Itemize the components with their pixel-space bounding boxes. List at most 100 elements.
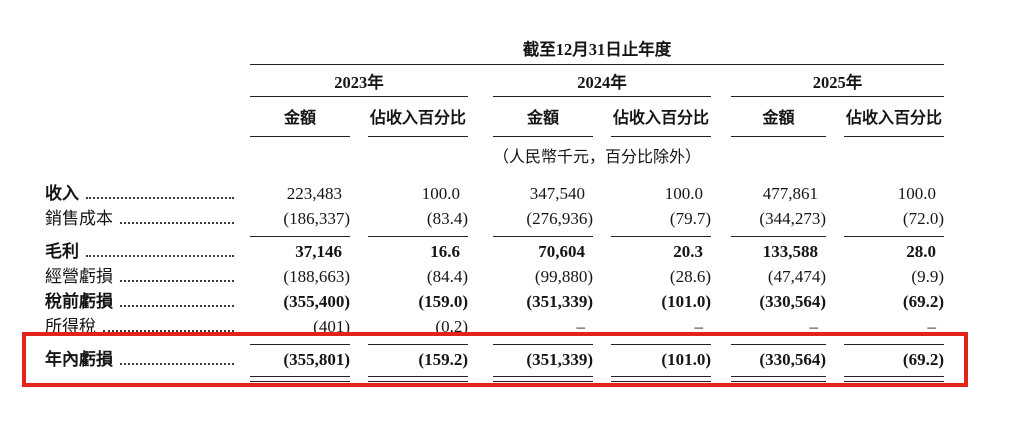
value-cell: (186,337) xyxy=(283,209,350,229)
value-cell: 477,861 xyxy=(762,184,818,204)
value-cell: – xyxy=(927,317,937,337)
value-cell: – xyxy=(694,317,704,337)
value-cell: 28.0 xyxy=(906,242,936,262)
value-cell: 100.0 xyxy=(897,184,936,204)
double-table-rule xyxy=(493,376,593,382)
value-cell: (401) xyxy=(313,317,350,337)
dot-leader xyxy=(120,362,234,366)
value-cell: 223,483 xyxy=(286,184,342,204)
column-gap xyxy=(468,97,493,138)
column-gap xyxy=(468,65,493,97)
value-cell: 20.3 xyxy=(673,242,703,262)
value-cell: (72.0) xyxy=(902,209,944,229)
double-table-rule xyxy=(611,376,711,382)
dot-leader xyxy=(120,304,234,308)
row-operating-loss: 經營虧損 (188,663) (84.4) (99,880) (28.6) (4… xyxy=(45,262,944,287)
value-cell: (159.0) xyxy=(418,292,468,312)
row-revenue: 收入 223,483 100.0 347,540 100.0 477,861 1… xyxy=(45,179,944,204)
value-cell: – xyxy=(809,317,819,337)
row-label: 毛利 xyxy=(45,242,79,262)
value-cell: (330,564) xyxy=(759,350,826,370)
value-cell: (28.6) xyxy=(669,267,711,287)
double-table-rule xyxy=(844,376,944,382)
value-cell: (351,339) xyxy=(526,292,593,312)
unit-note-row: （人民幣千元，百分比除外） xyxy=(45,137,944,167)
row-label: 經營虧損 xyxy=(45,267,113,287)
table-rule xyxy=(493,340,593,345)
table-rule xyxy=(368,340,468,345)
percent-header-2023: 佔收入百分比 xyxy=(368,110,468,137)
double-table-rule xyxy=(250,376,350,382)
table-rule xyxy=(731,340,826,345)
value-cell: (159.2) xyxy=(418,350,468,370)
dot-leader xyxy=(120,221,234,225)
value-cell: (351,339) xyxy=(526,350,593,370)
row-loss-before-tax: 稅前虧損 (355,400) (159.0) (351,339) (101.0)… xyxy=(45,287,944,312)
value-cell: (355,400) xyxy=(283,292,350,312)
value-cell: (69.2) xyxy=(902,350,944,370)
row-gross-profit: 毛利 37,146 16.6 70,604 20.3 133,588 28.0 xyxy=(45,237,944,262)
table-rule xyxy=(368,232,468,237)
value-cell: (83.4) xyxy=(426,209,468,229)
value-cell: 347,540 xyxy=(529,184,585,204)
dot-leader xyxy=(86,254,234,258)
value-cell: (84.4) xyxy=(426,267,468,287)
dot-leader xyxy=(120,279,234,283)
table-rule xyxy=(731,232,826,237)
amount-header-2024: 金額 xyxy=(493,110,593,137)
row-income-tax: 所得稅 (401) (0.2) – – – – xyxy=(45,312,944,337)
dot-leader xyxy=(86,196,234,200)
amount-header-2023: 金額 xyxy=(250,110,350,137)
period-header-row: 截至12月31日止年度 xyxy=(45,26,944,65)
row-loss-for-year: 年內虧損 (355,801) (159.2) (351,339) (101.0)… xyxy=(45,345,944,370)
percent-header-2025: 佔收入百分比 xyxy=(844,110,944,137)
percent-header-2024: 佔收入百分比 xyxy=(611,110,711,137)
year-header-row: 2023年 2024年 2025年 xyxy=(45,64,944,97)
subheader-row: 金額 佔收入百分比 金額 佔收入百分比 金額 佔收入百分比 xyxy=(45,97,944,138)
dot-leader xyxy=(103,329,234,333)
value-cell: (0.2) xyxy=(435,317,468,337)
table-rule xyxy=(250,232,350,237)
value-cell: (276,936) xyxy=(526,209,593,229)
value-cell: (101.0) xyxy=(661,292,711,312)
column-gap xyxy=(711,97,731,138)
unit-note: （人民幣千元，百分比除外） xyxy=(492,148,701,166)
table-rule xyxy=(844,340,944,345)
year-2023-header: 2023年 xyxy=(250,64,468,97)
table-rule xyxy=(611,232,711,237)
value-cell: (99,880) xyxy=(534,267,593,287)
column-gap xyxy=(711,65,731,97)
total-rule-row xyxy=(45,337,944,345)
value-cell: 70,604 xyxy=(538,242,585,262)
year-2025-header: 2025年 xyxy=(731,64,944,97)
row-label: 收入 xyxy=(45,184,79,204)
row-label: 所得稅 xyxy=(45,317,96,337)
row-cost-of-sales: 銷售成本 (186,337) (83.4) (276,936) (79.7) (… xyxy=(45,204,944,229)
table-rule xyxy=(611,340,711,345)
value-cell: (101.0) xyxy=(661,350,711,370)
double-rule-row xyxy=(45,370,944,382)
double-table-rule xyxy=(731,376,826,382)
value-cell: (344,273) xyxy=(759,209,826,229)
value-cell: (330,564) xyxy=(759,292,826,312)
subtotal-rule-row xyxy=(45,229,944,237)
value-cell: (188,663) xyxy=(283,267,350,287)
table-rule xyxy=(493,232,593,237)
value-cell: (9.9) xyxy=(911,267,944,287)
value-cell: 37,146 xyxy=(295,242,342,262)
value-cell: (79.7) xyxy=(669,209,711,229)
year-2024-header: 2024年 xyxy=(493,64,711,97)
row-label: 稅前虧損 xyxy=(45,292,113,312)
amount-header-2025: 金額 xyxy=(731,110,826,137)
row-label: 年內虧損 xyxy=(45,350,113,370)
value-cell: 100.0 xyxy=(664,184,703,204)
income-statement-table: 截至12月31日止年度 2023年 2024年 2025年 金額 佔收入百分比 … xyxy=(45,26,944,382)
double-table-rule xyxy=(368,376,468,382)
value-cell: (69.2) xyxy=(902,292,944,312)
value-cell: (355,801) xyxy=(283,350,350,370)
value-cell: 100.0 xyxy=(421,184,460,204)
table-rule xyxy=(844,232,944,237)
value-cell: (47,474) xyxy=(767,267,826,287)
row-label: 銷售成本 xyxy=(45,209,113,229)
